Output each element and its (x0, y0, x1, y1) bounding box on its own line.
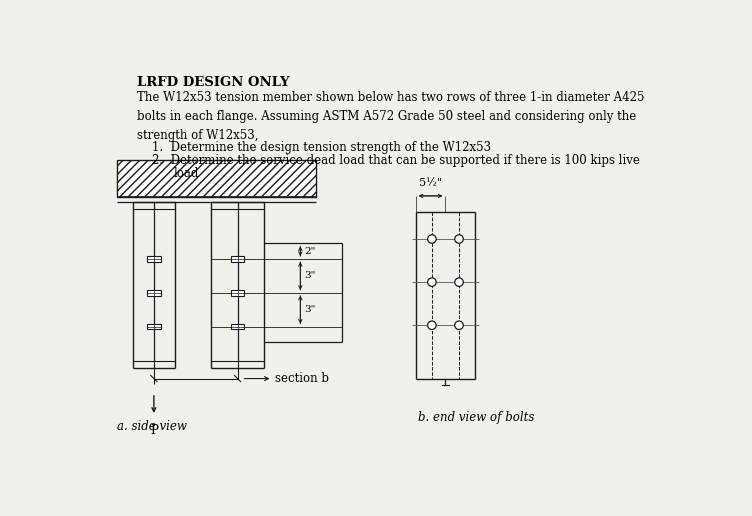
Text: 1.  Determine the design tension strength of the W12x53: 1. Determine the design tension strength… (152, 141, 491, 154)
Text: The W12x53 tension member shown below has two rows of three 1-in diameter A425
b: The W12x53 tension member shown below ha… (137, 91, 644, 142)
Bar (117, 160, 316, 197)
Text: LRFD DESIGN ONLY: LRFD DESIGN ONLY (137, 76, 290, 89)
Bar (147, 256, 161, 262)
Text: 2": 2" (305, 247, 316, 256)
Bar (231, 290, 244, 296)
Text: 3": 3" (305, 271, 316, 280)
Circle shape (455, 235, 463, 243)
Circle shape (428, 235, 436, 243)
Circle shape (428, 321, 436, 330)
Text: 2.  Determine the service dead load that can be supported if there is 100 kips l: 2. Determine the service dead load that … (152, 154, 640, 167)
Text: load: load (174, 167, 199, 180)
Text: 3": 3" (305, 305, 316, 314)
Bar (231, 256, 244, 262)
Circle shape (455, 321, 463, 330)
Bar (147, 290, 161, 296)
Circle shape (428, 278, 436, 286)
Bar (231, 324, 244, 330)
Text: a. side view: a. side view (117, 420, 187, 433)
Text: P: P (150, 424, 158, 437)
Bar (147, 324, 161, 330)
Circle shape (455, 278, 463, 286)
Text: b. end view of bolts: b. end view of bolts (418, 411, 534, 425)
Text: 5½": 5½" (419, 178, 442, 188)
Text: section b: section b (274, 372, 329, 385)
